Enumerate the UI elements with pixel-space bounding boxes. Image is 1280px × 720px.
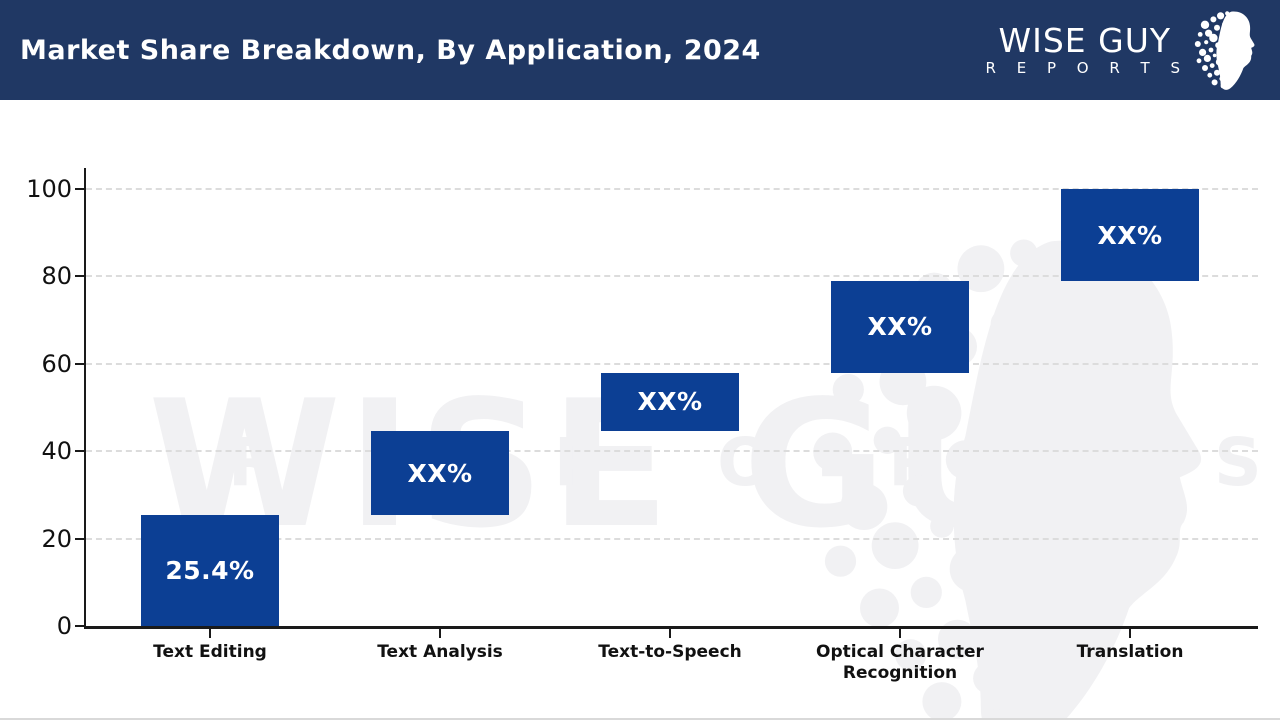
gridline	[86, 450, 1258, 453]
y-axis-line	[84, 168, 86, 629]
category-label: Translation	[1076, 642, 1184, 662]
page-title: Market Share Breakdown, By Application, …	[20, 34, 761, 66]
header-bar: Market Share Breakdown, By Application, …	[0, 0, 1280, 100]
y-tick-mark	[75, 188, 84, 190]
y-tick-mark	[75, 362, 84, 365]
logo-wordmark: WISE GUY	[998, 21, 1172, 60]
gridline	[86, 275, 1258, 278]
brand-logo-text: WISE GUY R E P O R T S	[982, 24, 1188, 76]
y-tick-label: 0	[56, 612, 72, 640]
x-tick-mark	[669, 629, 671, 638]
bar-value-label: 25.4%	[165, 555, 255, 585]
y-tick-label: 40	[41, 437, 72, 466]
x-tick-mark	[209, 629, 211, 638]
waterfall-bar: XX%	[1061, 189, 1199, 282]
category-label: Text Editing	[153, 642, 267, 662]
y-tick-label: 20	[41, 524, 72, 553]
bar-value-label: XX%	[1097, 220, 1163, 250]
gridline	[86, 537, 1258, 540]
y-tick-mark	[75, 450, 84, 453]
gridline	[86, 362, 1258, 365]
logo-subtext: R E P O R T S	[985, 59, 1188, 77]
category-label: Text Analysis	[377, 642, 503, 662]
y-tick-mark	[75, 537, 84, 540]
x-tick-mark	[439, 629, 441, 638]
waterfall-bar: XX%	[831, 281, 969, 373]
y-tick-mark	[75, 275, 84, 278]
x-tick-mark	[1129, 629, 1131, 638]
waterfall-bar: XX%	[371, 431, 509, 515]
y-tick-mark	[75, 625, 84, 627]
category-label: Optical Character Recognition	[816, 642, 984, 683]
x-tick-mark	[899, 629, 901, 638]
waterfall-bar: 25.4%	[141, 515, 279, 626]
gridline	[86, 188, 1258, 190]
brand-logo: WISE GUY R E P O R T S	[982, 8, 1262, 92]
bar-value-label: XX%	[867, 312, 933, 342]
bar-value-label: XX%	[637, 387, 703, 417]
category-label: Text-to-Speech	[598, 642, 742, 662]
y-tick-label: 60	[41, 349, 72, 378]
bar-value-label: XX%	[407, 458, 473, 488]
y-tick-label: 100	[26, 175, 72, 203]
x-axis-line	[84, 626, 1258, 629]
waterfall-bar: XX%	[601, 372, 739, 432]
logo-head-icon	[1194, 11, 1255, 90]
y-tick-label: 80	[41, 262, 72, 291]
